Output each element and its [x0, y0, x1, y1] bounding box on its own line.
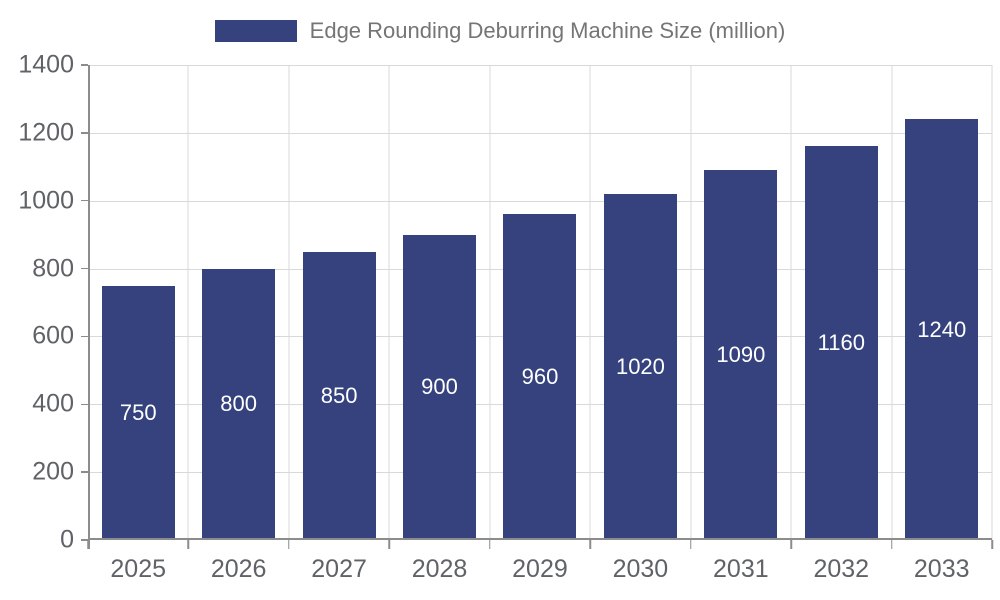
- x-axis-line: [88, 538, 992, 540]
- bar-value-label: 850: [320, 382, 358, 408]
- gridline-vertical: [288, 65, 290, 540]
- x-axis-tick-label: 2029: [512, 555, 568, 583]
- x-axis-tick: [689, 540, 692, 549]
- y-axis-tick: [81, 64, 88, 66]
- x-axis-tick: [790, 540, 792, 549]
- x-axis-tick: [187, 540, 190, 549]
- bar[interactable]: 1020: [603, 193, 677, 540]
- x-axis-tick-label: 2033: [913, 555, 970, 583]
- y-axis-tick: [81, 539, 88, 541]
- bar-group: 1020: [590, 65, 690, 540]
- bar-group: 900: [389, 65, 489, 540]
- gridline-vertical: [790, 65, 792, 540]
- y-axis-tick-label: 600: [32, 321, 74, 350]
- bar-value-label: 1160: [817, 330, 865, 356]
- x-axis-tick: [288, 540, 290, 549]
- bar-group: 850: [289, 65, 389, 540]
- y-axis-tick: [81, 403, 88, 406]
- x-axis-tick-label: 2026: [210, 555, 267, 583]
- legend-label: Edge Rounding Deburring Machine Size (mi…: [309, 18, 786, 43]
- gridline-vertical: [589, 65, 591, 540]
- x-axis-tick: [890, 540, 893, 549]
- bar[interactable]: 750: [101, 285, 175, 540]
- bar-group: 1090: [691, 65, 791, 540]
- bar-group: 800: [188, 65, 288, 540]
- y-axis-tick: [81, 132, 88, 134]
- gridline-vertical: [690, 65, 692, 540]
- gridline-vertical: [388, 65, 390, 540]
- x-axis-tick-label: 2025: [110, 555, 167, 583]
- y-axis-tick-label: 1000: [18, 186, 74, 215]
- x-axis-tick: [991, 540, 993, 549]
- y-axis-tick-label: 1400: [18, 50, 74, 79]
- x-axis-tick: [589, 540, 591, 549]
- bar-value-label: 900: [421, 374, 458, 400]
- x-axis-tick-label: 2030: [612, 555, 669, 583]
- y-axis-tick-label: 400: [32, 389, 74, 418]
- y-axis-tick-label: 1200: [18, 118, 74, 147]
- gridline-horizontal: [88, 132, 992, 134]
- y-axis-tick-label: 200: [32, 457, 74, 486]
- bar-value-label: 1090: [716, 342, 766, 368]
- y-axis-tick: [81, 471, 88, 473]
- bar-value-label: 800: [220, 391, 257, 417]
- bar[interactable]: 850: [302, 251, 376, 540]
- bar-value-label: 960: [521, 364, 559, 390]
- x-axis-tick-label: 2032: [813, 555, 870, 583]
- x-axis-tick: [388, 540, 391, 549]
- bar[interactable]: 1160: [804, 146, 878, 540]
- x-axis-tick-label: 2028: [411, 555, 468, 583]
- y-axis-labels: 0 200 400 600 800 1000 1200 1400: [0, 52, 74, 552]
- y-axis-tick: [81, 267, 88, 270]
- bar-value-label: 750: [119, 399, 157, 425]
- legend-swatch: [214, 20, 297, 42]
- y-axis-tick: [81, 335, 88, 338]
- bar-value-label: 1020: [615, 353, 665, 379]
- gridline-vertical: [489, 65, 491, 540]
- bar[interactable]: 1090: [704, 170, 778, 540]
- gridline-vertical: [187, 65, 189, 540]
- bar[interactable]: 1240: [905, 119, 979, 540]
- x-axis-tick-label: 2031: [713, 555, 769, 583]
- gridline-horizontal: [88, 200, 992, 202]
- gridline-vertical: [891, 65, 893, 540]
- y-axis-tick: [81, 199, 88, 202]
- gridline-horizontal: [88, 65, 992, 66]
- x-axis-labels: 2025 2026 2027 2028 2029 2030 2031 2032 2033: [88, 555, 992, 584]
- bar-group: 750: [88, 65, 188, 540]
- bar-group: 1240: [892, 65, 992, 540]
- bar[interactable]: 900: [403, 234, 477, 540]
- x-axis-tick-label: 2027: [311, 555, 367, 583]
- y-axis-line: [88, 65, 90, 549]
- legend[interactable]: Edge Rounding Deburring Machine Size (mi…: [0, 16, 1000, 46]
- x-axis-tick: [489, 540, 491, 549]
- plot-area: 750 800 850 900 960 1020 1090 1160 1240: [81, 64, 993, 549]
- bar[interactable]: 800: [202, 268, 276, 540]
- gridline-vertical: [991, 65, 993, 540]
- bar-value-label: 1240: [917, 316, 967, 342]
- y-axis-tick-label: 800: [32, 254, 74, 283]
- bar-group: 960: [490, 65, 590, 540]
- bar-group: 1160: [791, 65, 891, 540]
- bar[interactable]: 960: [503, 214, 577, 540]
- y-axis-tick-label: 0: [60, 525, 74, 554]
